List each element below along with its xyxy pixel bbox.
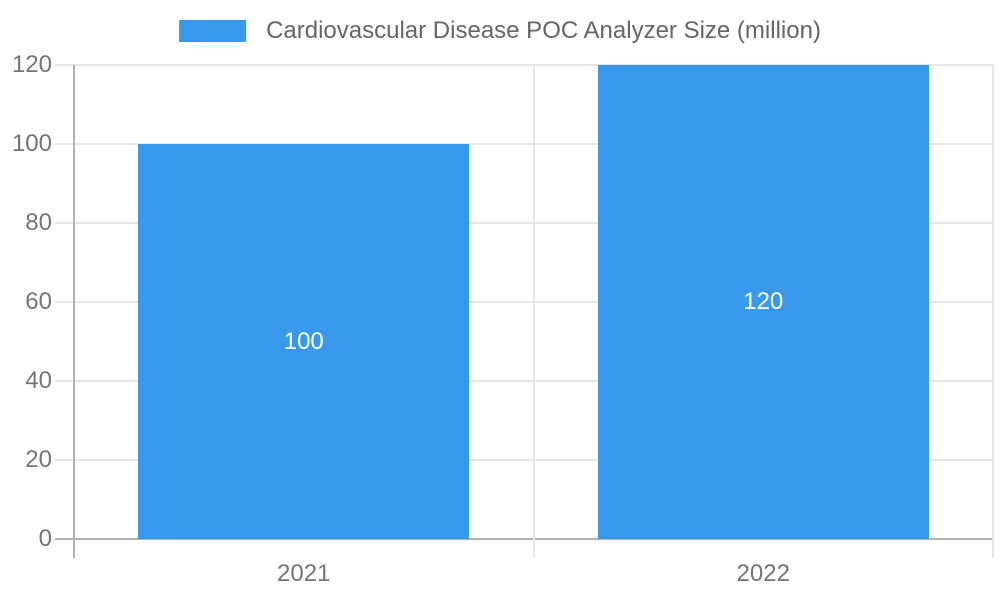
y-gridline bbox=[55, 222, 993, 224]
legend[interactable]: Cardiovascular Disease POC Analyzer Size… bbox=[179, 17, 821, 45]
y-gridline bbox=[55, 64, 993, 66]
y-axis-line bbox=[73, 65, 75, 558]
y-axis-tick-label: 120 bbox=[11, 51, 52, 78]
x-gridline bbox=[992, 65, 994, 558]
y-gridline bbox=[55, 380, 993, 382]
bar bbox=[598, 65, 929, 539]
y-axis-tick-label: 20 bbox=[25, 446, 52, 473]
x-axis-tick-label: 2022 bbox=[736, 560, 790, 587]
legend-swatch-icon bbox=[179, 20, 247, 42]
y-axis-tick-label: 40 bbox=[25, 367, 52, 394]
y-gridline bbox=[55, 538, 993, 540]
y-axis-tick-label: 60 bbox=[25, 288, 52, 315]
bar-value-label: 100 bbox=[283, 327, 324, 355]
y-axis-tick-label: 100 bbox=[11, 130, 52, 157]
x-axis-tick-label: 2021 bbox=[277, 560, 331, 587]
y-gridline bbox=[55, 301, 993, 303]
y-gridline bbox=[55, 459, 993, 461]
legend-label: Cardiovascular Disease POC Analyzer Size… bbox=[266, 17, 821, 44]
y-axis-tick-label: 80 bbox=[25, 209, 52, 236]
bar bbox=[138, 144, 469, 539]
y-gridline bbox=[55, 143, 993, 145]
y-axis-tick-label: 0 bbox=[38, 525, 52, 552]
x-gridline bbox=[532, 65, 535, 558]
bar-value-label: 120 bbox=[743, 288, 784, 315]
